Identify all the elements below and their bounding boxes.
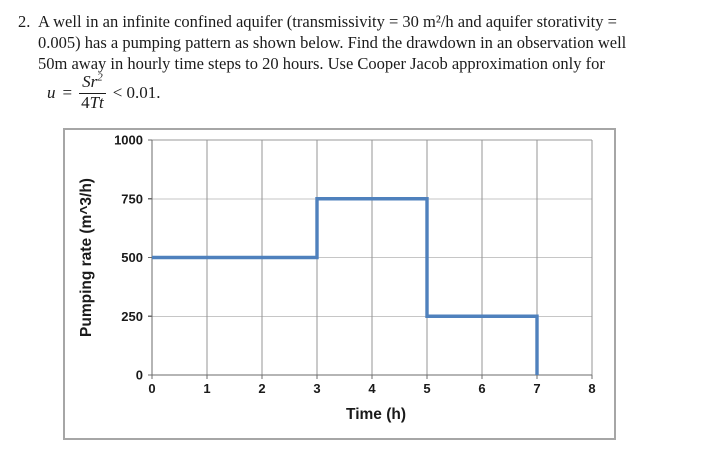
problem-text-line-1: A well in an infinite confined aquifer (… [38,12,617,31]
formula-denominator-coefficient: 4 [81,92,90,112]
formula-denominator-variables: Tt [89,92,104,112]
x-tick-label: 3 [313,381,320,396]
y-tick-label: 0 [136,368,143,383]
x-tick-label: 6 [478,381,485,396]
x-tick-label: 8 [588,381,595,396]
formula-numerator: Sr2 [79,71,106,94]
formula-comparison: < 0.01. [112,82,161,102]
x-tick-label: 0 [148,381,155,396]
formula-numerator-exponent: 2 [97,71,103,84]
pumping-rate-series-line [152,197,539,375]
x-tick-label: 4 [368,381,376,396]
formula-variable-u: u [47,82,56,102]
x-tick-label: 7 [533,381,540,396]
y-tick-label: 500 [121,250,143,265]
problem-statement: A well in an infinite confined aquifer (… [38,11,714,74]
x-tick-label: 2 [258,381,265,396]
y-tick-label: 250 [121,309,143,324]
problem-text-line-2: 0.005) has a pumping pattern as shown be… [38,33,627,52]
pumping-rate-chart: 0 1 2 3 4 5 6 7 8 0 250 500 750 1000 Time (h) Pumping r… [63,128,616,440]
problem-text-line-3: 50m away in hourly time steps to 20 hour… [38,54,605,73]
formula-numerator-base: Sr [82,72,98,91]
formula-fraction: Sr2 4Tt [79,71,106,113]
formula-equals-sign: = [62,82,73,102]
y-tick-label: 750 [121,191,143,206]
cooper-jacob-condition-formula: u = Sr2 4Tt < 0.01. [47,71,161,113]
x-tick-label: 1 [203,381,210,396]
x-tick-label: 5 [423,381,430,396]
y-axis-title: Pumping rate (m^3/h) [78,178,95,337]
pumping-chart-svg: 0 1 2 3 4 5 6 7 8 0 250 500 750 1000 Time (h) Pumping r… [78,133,596,424]
y-tick-label: 1000 [114,133,143,148]
problem-number: 2. [18,12,31,31]
formula-denominator: 4Tt [81,92,104,113]
x-axis-title: Time (h) [346,406,406,423]
